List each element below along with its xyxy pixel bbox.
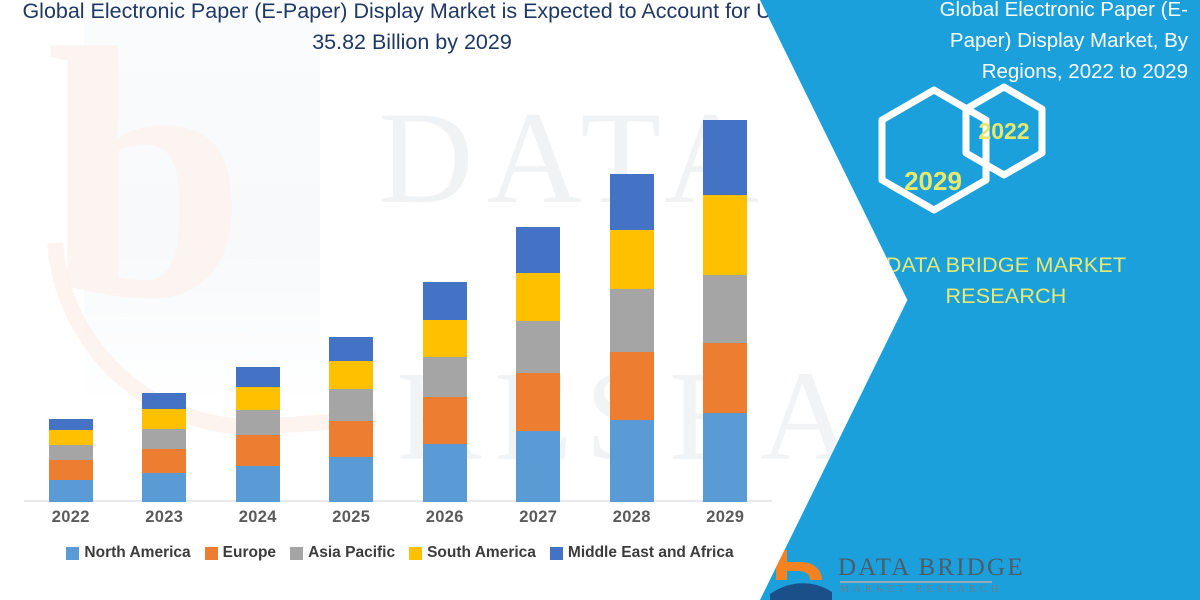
panel-title: Global Electronic Paper (E-Paper) Displa… xyxy=(939,0,1188,83)
stacked-bar-chart xyxy=(24,120,772,502)
bar-segment xyxy=(703,342,748,414)
legend-label: Asia Pacific xyxy=(308,544,396,561)
bar-segment xyxy=(703,413,748,502)
bar-group-2029 xyxy=(679,120,773,502)
bar-segment xyxy=(235,410,280,436)
bar-segment xyxy=(609,289,654,353)
bar-segment xyxy=(142,428,187,449)
stacked-bar xyxy=(142,393,187,502)
bar-segment xyxy=(516,227,561,273)
bar-segment xyxy=(329,420,374,458)
bar-segment xyxy=(422,356,467,397)
x-axis-label-2025: 2025 xyxy=(332,508,371,526)
bar-segment xyxy=(703,120,748,196)
bar-segment xyxy=(516,272,561,321)
bar-segment xyxy=(142,409,187,429)
x-axis-label-2024: 2024 xyxy=(238,508,277,526)
bar-segment xyxy=(609,419,654,502)
x-axis-label-2022: 2022 xyxy=(51,508,90,526)
bar-segment xyxy=(422,319,467,357)
hexagon-2022-label: 2022 xyxy=(978,118,1030,144)
bar-segment xyxy=(235,435,280,466)
x-axis-labels: 2022 2023 2024 2025 2026 2027 2028 2029 xyxy=(24,508,772,534)
bar-segment xyxy=(329,336,374,361)
logo-divider xyxy=(840,581,992,583)
bar-segment xyxy=(235,367,280,388)
legend-swatch-icon xyxy=(549,546,563,560)
legend-item[interactable]: Middle East and Africa xyxy=(549,544,734,562)
x-axis-label-2026: 2026 xyxy=(425,508,464,526)
legend-swatch-icon xyxy=(290,546,304,560)
bar-segment xyxy=(329,457,374,502)
hexagon-2029-shape xyxy=(878,86,990,214)
legend-item[interactable]: Asia Pacific xyxy=(290,544,395,562)
stacked-bar xyxy=(516,227,561,502)
stacked-bar xyxy=(235,367,280,502)
x-axis-label-2028: 2028 xyxy=(612,508,651,526)
legend-label: North America xyxy=(84,544,191,561)
bar-group-2023 xyxy=(118,120,212,502)
bar-group-2026 xyxy=(398,120,492,502)
bar-segment xyxy=(703,195,748,275)
x-axis-label-2029: 2029 xyxy=(706,508,745,526)
stacked-bar xyxy=(422,282,467,502)
bar-segment xyxy=(609,174,654,230)
bar-segment xyxy=(422,396,467,444)
stacked-bar xyxy=(703,120,748,502)
logo-tagline: MARKET RESEARCH xyxy=(840,584,1003,595)
bar-segment xyxy=(422,282,467,320)
brand-name-text: DATA BRIDGE MARKET RESEARCH xyxy=(885,253,1127,308)
legend-item[interactable]: South America xyxy=(409,544,536,562)
bar-segment xyxy=(235,387,280,411)
bar-segment xyxy=(48,480,93,502)
stacked-bar xyxy=(48,418,93,502)
legend-label: South America xyxy=(427,544,536,561)
hexagon-2022-shape xyxy=(962,83,1046,179)
bar-segment xyxy=(142,448,187,474)
company-logo: DATA BRIDGE MARKET RESEARCH xyxy=(770,548,1070,600)
legend-swatch-icon xyxy=(204,546,218,560)
bar-segment xyxy=(703,274,748,343)
x-axis-label-2023: 2023 xyxy=(145,508,184,526)
bar-segment xyxy=(516,320,561,374)
bar-segment xyxy=(142,393,187,410)
bar-segment xyxy=(48,418,93,431)
logo-wordmark: DATA BRIDGE xyxy=(838,554,1025,581)
bar-segment xyxy=(516,431,561,502)
bar-segment xyxy=(329,360,374,390)
chart-baseline-axis xyxy=(24,500,772,502)
bar-group-2022 xyxy=(24,120,118,502)
data-bridge-logo-icon xyxy=(770,550,832,600)
bar-segment xyxy=(516,373,561,432)
hexagon-2029-label: 2029 xyxy=(904,166,962,196)
bar-segment xyxy=(329,389,374,421)
x-axis-label-2027: 2027 xyxy=(519,508,558,526)
bar-segment xyxy=(422,443,467,502)
legend-item[interactable]: North America xyxy=(66,544,191,562)
bar-segment xyxy=(142,473,187,502)
bar-segment xyxy=(48,460,93,481)
legend-label: Middle East and Africa xyxy=(567,544,734,561)
chart-legend: North America Europe Asia Pacific South Ame… xyxy=(24,540,776,566)
bar-segment xyxy=(609,352,654,420)
page-title: Global Electronic Paper (E-Paper) Displa… xyxy=(22,0,802,54)
stacked-bar xyxy=(609,174,654,502)
bar-group-2025 xyxy=(305,120,399,502)
bar-segment xyxy=(235,465,280,502)
legend-swatch-icon xyxy=(66,546,80,560)
right-blue-panel: Global Electronic Paper (E-Paper) Displa… xyxy=(760,0,1200,600)
bar-segment xyxy=(48,430,93,445)
bar-group-2028 xyxy=(585,120,679,502)
legend-item[interactable]: Europe xyxy=(204,544,277,562)
bar-segment xyxy=(48,444,93,460)
right-blue-panel-content: Global Electronic Paper (E-Paper) Displa… xyxy=(760,0,1200,600)
legend-swatch-icon xyxy=(409,546,423,560)
bar-group-2027 xyxy=(492,120,586,502)
stacked-bar xyxy=(329,336,374,502)
bar-segment xyxy=(609,229,654,290)
bar-group-2024 xyxy=(211,120,305,502)
legend-label: Europe xyxy=(222,544,277,561)
